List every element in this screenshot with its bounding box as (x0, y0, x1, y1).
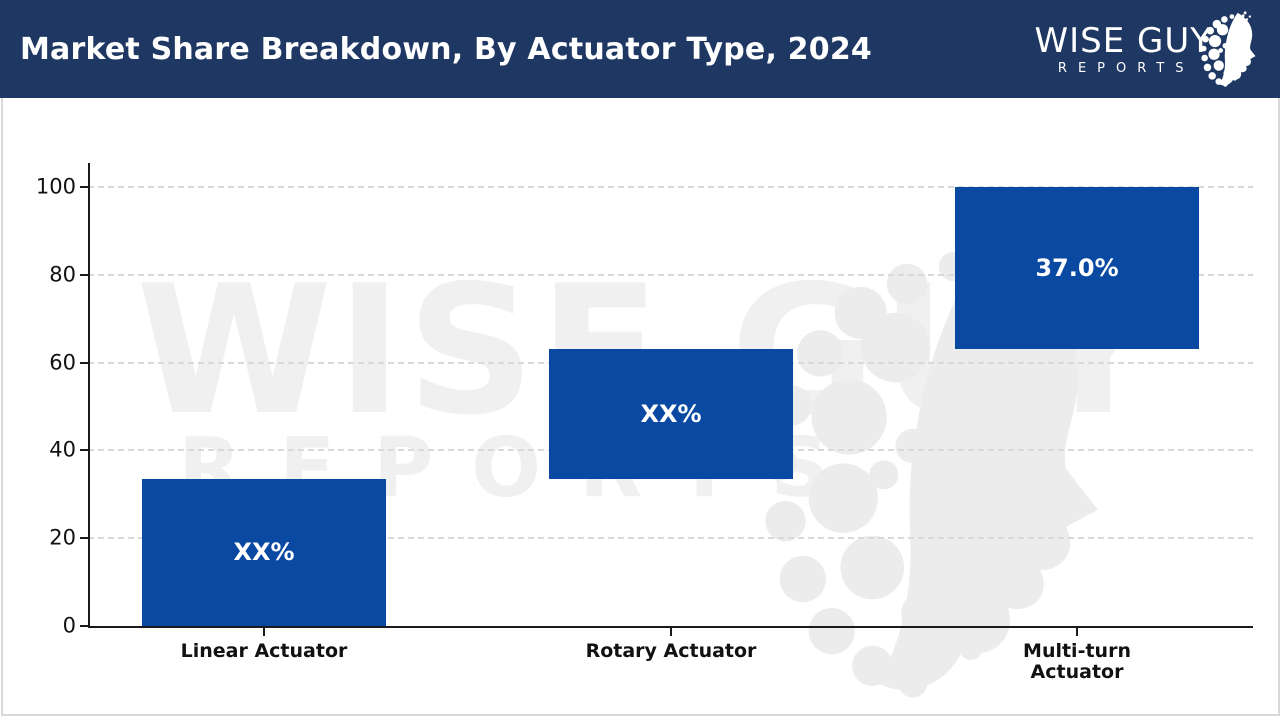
y-axis-tick-80 (80, 273, 88, 276)
y-axis-tick-60 (80, 361, 88, 364)
y-axis-tick-label-100: 100 (35, 174, 76, 199)
y-axis-tick-20 (80, 537, 88, 540)
y-axis-tick-100 (80, 186, 88, 188)
y-axis-tick-label-60: 60 (49, 350, 76, 375)
y-axis-tick-label-80: 80 (49, 262, 76, 287)
x-axis-spine (88, 626, 1253, 628)
brand-logo: WISE GUY REPORTS (1034, 8, 1264, 92)
x-category-label-rotary-actuator: Rotary Actuator (585, 640, 757, 662)
brand-name: WISE GUY (1034, 20, 1212, 61)
bar-linear-actuator: XX% (142, 478, 386, 626)
gridline-y-20 (88, 537, 1253, 540)
gridline-y-100 (88, 186, 1253, 188)
y-axis-tick-label-20: 20 (49, 525, 76, 550)
y-axis-tick-40 (80, 449, 88, 452)
x-axis-tick-linear-actuator (263, 628, 265, 636)
x-axis-tick-multi-turn-actuator (1076, 628, 1078, 636)
x-category-label-multi-turn-actuator: Multi-turn Actuator (1023, 640, 1131, 683)
y-axis-spine (88, 163, 90, 628)
page-title: Market Share Breakdown, By Actuator Type… (20, 31, 872, 67)
bar-multi-turn-actuator: 37.0% (955, 187, 1199, 350)
bar-value-label-rotary-actuator: XX% (640, 400, 702, 429)
y-axis-tick-0 (80, 625, 88, 627)
y-axis-tick-label-0: 0 (62, 613, 76, 638)
brand-subtitle: REPORTS (1057, 61, 1195, 77)
bar-value-label-multi-turn-actuator: 37.0% (1035, 254, 1119, 283)
brand-logo-text: WISE GUY REPORTS (1034, 20, 1212, 77)
bar-value-label-linear-actuator: XX% (233, 538, 295, 567)
gridline-y-80 (88, 273, 1253, 276)
x-axis-tick-rotary-actuator (670, 628, 672, 636)
face-logo-icon (1198, 10, 1264, 90)
bar-rotary-actuator: XX% (549, 349, 793, 479)
x-category-label-linear-actuator: Linear Actuator (180, 640, 348, 662)
header-bar: Market Share Breakdown, By Actuator Type… (0, 0, 1280, 98)
y-axis-tick-label-40: 40 (49, 437, 76, 462)
